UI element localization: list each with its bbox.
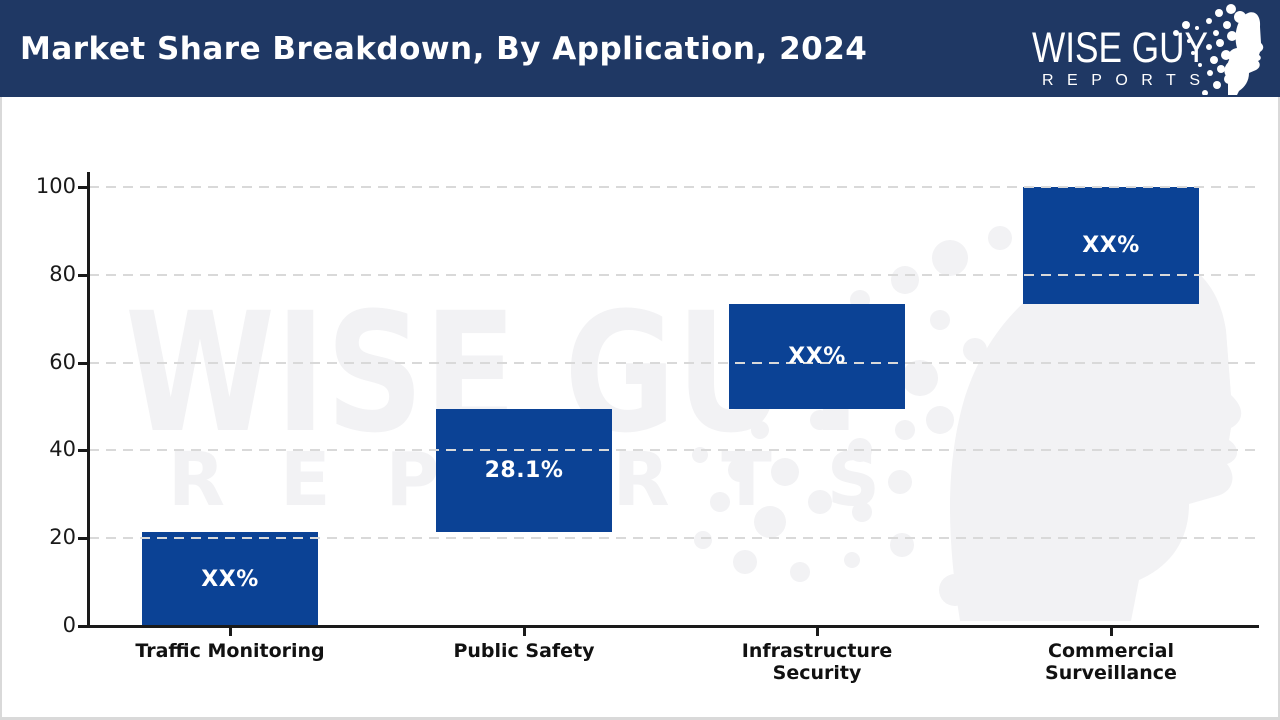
category-label-line: Surveillance (1045, 662, 1177, 684)
y-axis-tick-label-20: 20 (49, 525, 76, 550)
gridline-40 (89, 449, 1256, 452)
x-axis-category-label-public-safety: Public Safety (377, 640, 671, 662)
y-axis-tick-20 (78, 537, 87, 541)
y-axis-tick-label-60: 60 (49, 349, 76, 374)
category-label-line: Infrastructure (741, 640, 893, 662)
bar-value-label-traffic-monitoring: XX% (201, 566, 259, 592)
bar-value-label-public-safety: 28.1% (484, 458, 564, 484)
x-axis-spine (87, 625, 1259, 628)
header-band: Market Share Breakdown, By Application, … (0, 0, 1280, 97)
x-axis-tick-traffic-monitoring (229, 628, 232, 636)
logo-brand-line1: WISE GUY (1032, 24, 1208, 72)
category-label-line: Traffic Monitoring (135, 640, 325, 662)
x-axis-tick-public-safety (523, 628, 526, 636)
bar-value-label-commercial-surveillance: XX% (1082, 233, 1140, 259)
y-axis-spine (87, 172, 90, 628)
bar-traffic-monitoring (142, 532, 318, 626)
x-axis-tick-infrastructure-security (816, 628, 819, 636)
logo-brand-line2: REPORTS (1042, 72, 1200, 89)
x-axis-category-label-commercial-surveillance: Commercial Surveillance (964, 640, 1258, 684)
category-label-line: Public Safety (453, 640, 595, 662)
dotted-head-profile-icon (1173, 4, 1264, 95)
x-axis-tick-commercial-surveillance (1110, 628, 1113, 636)
wise-guy-reports-logo: WISE GUY REPORTS (1032, 4, 1264, 95)
y-axis-tick-40 (78, 449, 87, 453)
y-axis-tick-label-100: 100 (35, 174, 76, 198)
category-label-line: Security (772, 662, 862, 684)
x-axis-category-label-infrastructure-security: Infrastructure Security (670, 640, 964, 684)
y-axis-tick-100 (78, 186, 87, 189)
gridline-100 (89, 186, 1256, 188)
gridline-80 (89, 273, 1256, 276)
category-label-line: Commercial (1048, 640, 1174, 662)
x-axis-category-label-traffic-monitoring: Traffic Monitoring (83, 640, 377, 662)
y-axis-tick-0 (78, 625, 87, 628)
bar-value-label-infrastructure-security: XX% (788, 344, 846, 370)
gridline-60 (89, 361, 1256, 364)
y-axis-tick-60 (78, 361, 87, 365)
y-axis-tick-80 (78, 273, 87, 277)
y-axis-tick-label-0: 0 (62, 613, 76, 637)
y-axis-tick-label-40: 40 (49, 437, 76, 462)
bar-public-safety (436, 409, 612, 533)
chart-title: Market Share Breakdown, By Application, … (20, 30, 868, 67)
y-axis-tick-label-80: 80 (49, 261, 76, 286)
gridline-20 (89, 537, 1256, 540)
